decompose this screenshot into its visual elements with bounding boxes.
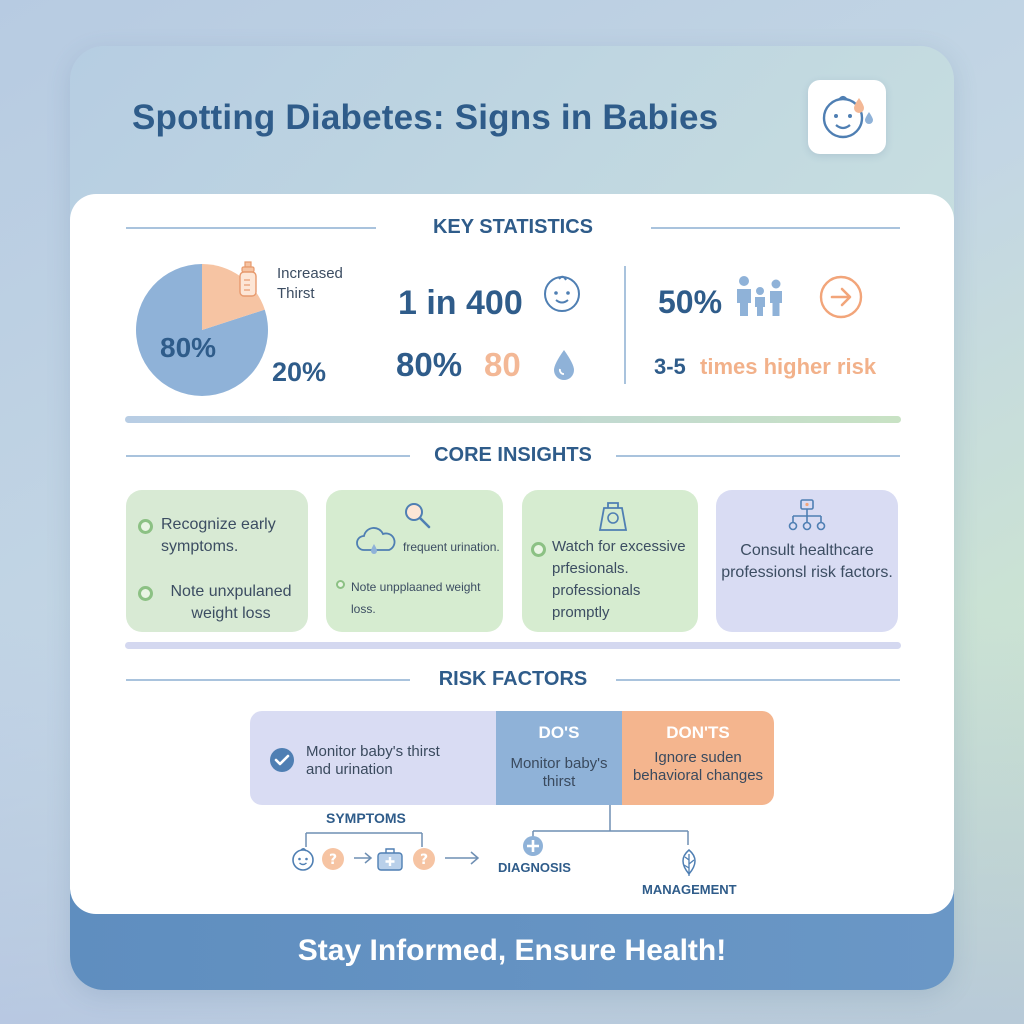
percentage-stat-b: 80: [484, 346, 521, 383]
svg-text:?: ?: [420, 852, 428, 868]
insight-text: frequent urination.: [403, 540, 500, 554]
scale-icon: [598, 502, 628, 531]
insight-card-recognize: Recognize early symptoms. Note unxpulane…: [126, 490, 308, 632]
leaf-icon: [682, 849, 696, 876]
percentage-stat-a: 80%: [396, 346, 463, 383]
key-statistics-header: KEY STATISTICS: [126, 216, 900, 240]
water-drop-icon: [554, 350, 574, 380]
insight-text: Consult healthcare professionsl risk fac…: [721, 542, 893, 581]
pie-slice-minor: [202, 264, 265, 330]
medical-kit-icon: [377, 848, 403, 871]
logo: [808, 80, 886, 154]
risk-factors-title: RISK FACTORS: [438, 668, 588, 690]
insight-text: Note unpplaaned weight loss.: [351, 580, 481, 616]
insight-card-urination: frequent urination. Note unpplaaned weig…: [326, 490, 503, 632]
header-line-left: [126, 227, 376, 229]
header-line-right: [651, 227, 900, 229]
insight-card-consult: Consult healthcare professionsl risk fac…: [716, 490, 898, 632]
risk-multiplier: 3-5: [654, 354, 686, 379]
symptoms-label: SYMPTOMS: [326, 810, 406, 826]
bullet-icon: [336, 580, 345, 589]
pie-label-small: 20%: [272, 357, 327, 387]
header-line-left: [126, 455, 410, 457]
risk-check-cell: Monitor baby's thirst and urination: [250, 711, 496, 805]
donts-cell: DON'TS Ignore suden behavioral changes: [622, 711, 774, 805]
pie-label-large: 80%: [160, 332, 217, 363]
diagnosis-label: DIAGNOSIS: [498, 860, 571, 875]
header-line-right: [616, 679, 900, 681]
management-label: MANAGEMENT: [642, 882, 737, 897]
insight-card-watch: Watch for excessive prfesionals. profess…: [522, 490, 698, 632]
plus-circle-icon: [523, 836, 543, 856]
core-insights-title: CORE INSIGHTS: [434, 444, 592, 466]
section-divider: [125, 642, 901, 649]
header-line-left: [126, 679, 410, 681]
baby-face-icon: [292, 848, 314, 871]
donts-label: DON'TS: [666, 723, 730, 742]
svg-text:?: ?: [329, 852, 337, 868]
page-title: Spotting Diabetes: Signs in Babies: [132, 98, 719, 137]
network-icon: [788, 499, 826, 531]
content-panel: KEY STATISTICS 80% 20% Increased Thirst …: [70, 194, 954, 914]
header-line-right: [616, 455, 900, 457]
infographic-card: Spotting Diabetes: Signs in Babies KEY S…: [70, 46, 954, 990]
footer-text: Stay Informed, Ensure Health!: [297, 934, 727, 967]
check-text: Monitor baby's thirst and urination: [306, 743, 440, 778]
family-stat: 50%: [658, 284, 723, 320]
check-circle-icon: [270, 748, 294, 772]
risk-factors-header: RISK FACTORS: [126, 668, 900, 692]
donts-text: Ignore suden behavioral changes: [632, 749, 764, 784]
dos-text: Monitor baby's thirst: [510, 755, 608, 790]
family-icon: [737, 276, 782, 316]
question-icon: ?: [413, 848, 435, 870]
prevalence-stat: 1 in 400: [398, 284, 523, 322]
insight-text: Note unxpulaned weight loss: [170, 583, 292, 622]
flow-connectors: [305, 805, 689, 865]
insight-text: Recognize early symptoms.: [161, 516, 276, 555]
risk-multiplier-text: times higher risk: [700, 354, 877, 379]
baby-face-icon: [544, 275, 580, 312]
stat-separator: [624, 266, 626, 384]
baby-bottle-icon: [239, 261, 257, 297]
bullet-icon: [138, 519, 153, 534]
bullet-icon: [138, 586, 153, 601]
cloud-drop-icon: [356, 527, 396, 554]
baby-face-drop-icon: [822, 95, 873, 139]
pie-slice-major: [136, 264, 268, 396]
core-insights-header: CORE INSIGHTS: [126, 444, 900, 468]
pie-caption: Increased Thirst: [277, 265, 343, 302]
question-icon: ?: [322, 848, 344, 870]
section-divider: [125, 416, 901, 423]
arrow-right-circle-icon: [819, 275, 863, 319]
dos-cell: DO'S Monitor baby's thirst: [496, 711, 622, 805]
magnifier-icon: [405, 503, 431, 529]
pie-chart: [136, 264, 268, 396]
dos-label: DO'S: [538, 723, 580, 742]
key-statistics-title: KEY STATISTICS: [432, 216, 594, 238]
bullet-icon: [531, 542, 546, 557]
insight-text: Watch for excessive prfesionals. profess…: [552, 538, 686, 621]
